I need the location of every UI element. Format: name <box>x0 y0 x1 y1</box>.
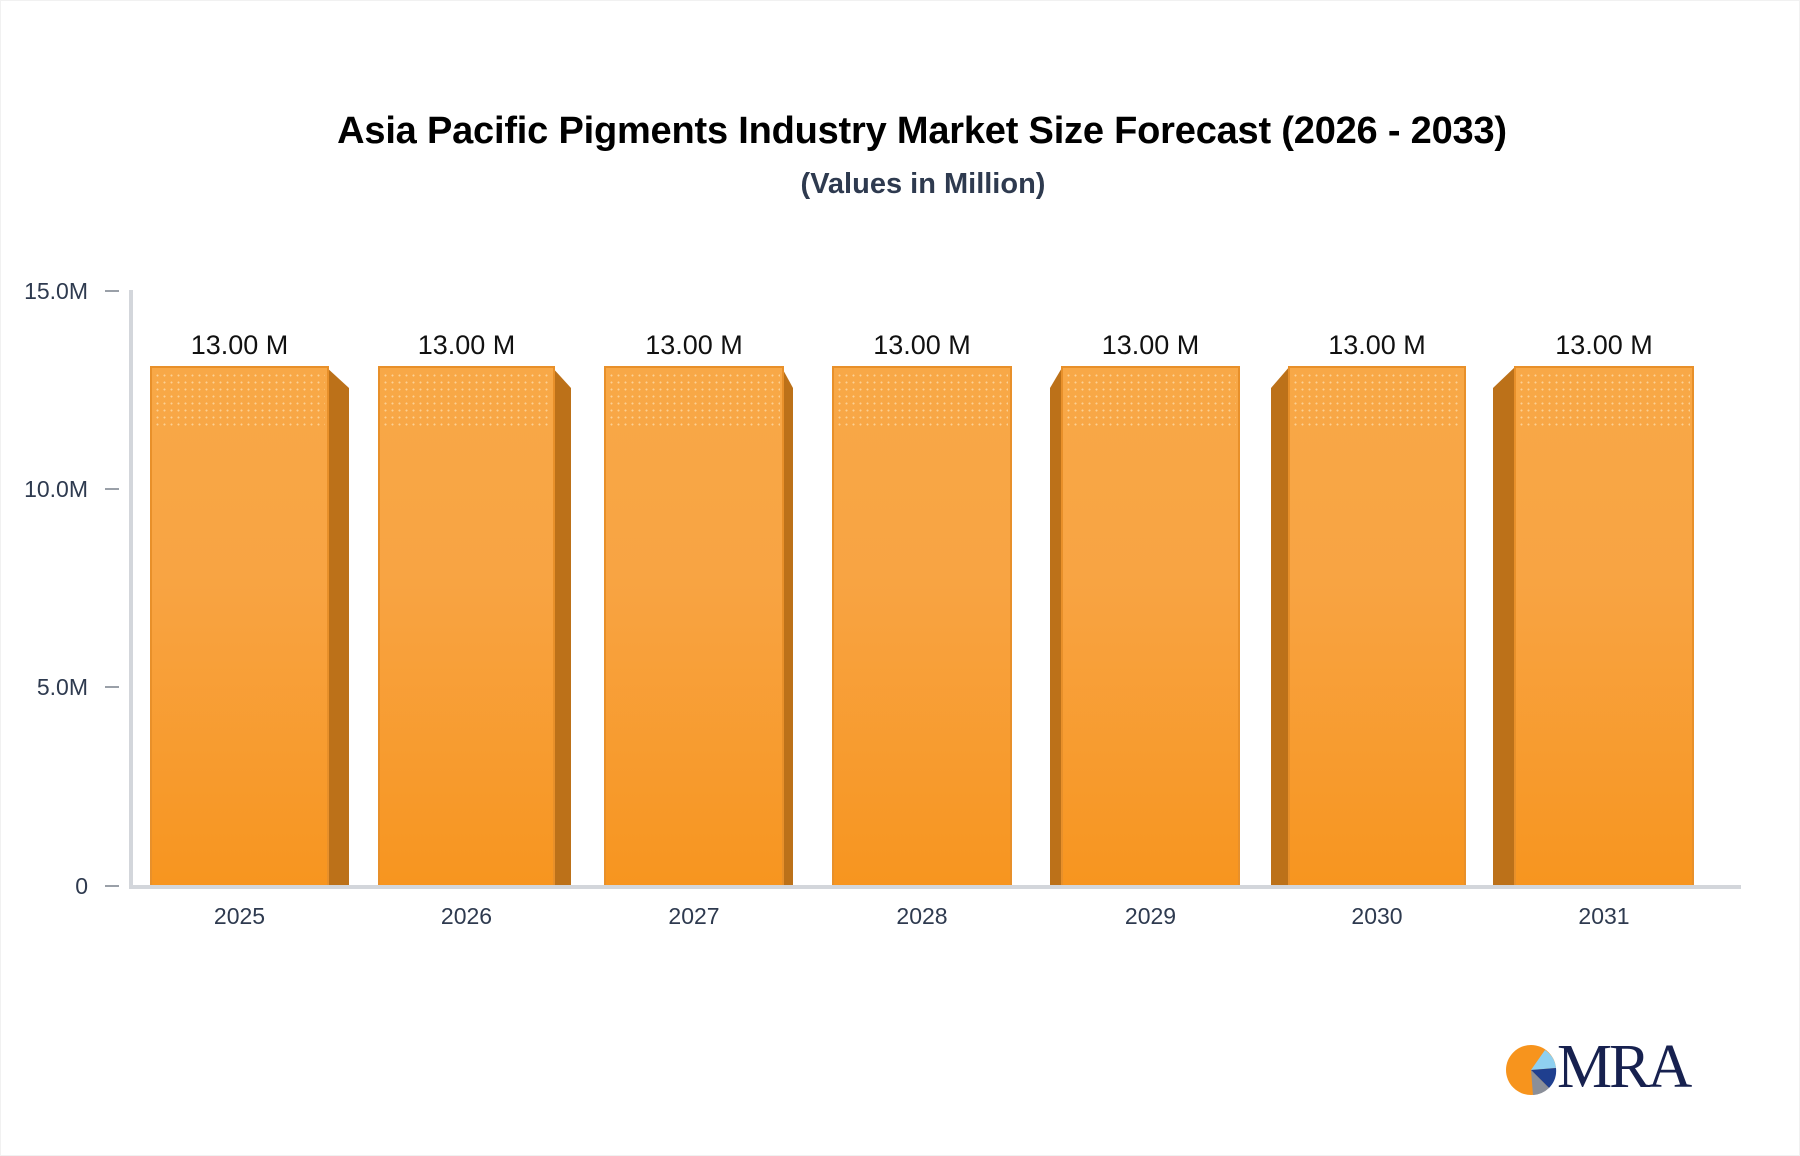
bar-value-label: 13.00 M <box>190 330 289 360</box>
bar-2025[interactable] <box>150 366 349 886</box>
y-tick-0: 0 <box>0 873 120 899</box>
x-tick-label: 2030 <box>1351 903 1403 929</box>
x-tick-label: 2027 <box>668 903 720 929</box>
bar-2029[interactable] <box>1050 366 1240 886</box>
y-tick-5: 5.0M <box>0 674 120 700</box>
y-tick-mark <box>105 488 119 490</box>
pie-chart-icon <box>1506 1045 1557 1095</box>
bar-front-face <box>604 366 784 886</box>
logo-text: MRA <box>1557 1033 1692 1101</box>
x-tick-label: 2025 <box>213 903 266 929</box>
y-tick-mark <box>105 686 119 688</box>
y-tick-label: 5.0M <box>36 674 88 700</box>
x-tick-label: 2031 <box>1578 903 1630 929</box>
bar-value-label: 13.00 M <box>873 330 971 360</box>
bar-value-label: 13.00 M <box>1101 330 1200 360</box>
bar-2031[interactable] <box>1493 366 1694 886</box>
y-tick-mark <box>105 290 119 292</box>
x-tick-label: 2028 <box>896 903 948 929</box>
x-axis-line <box>129 885 1741 889</box>
bar-value-label: 13.00 M <box>417 330 516 360</box>
bar-front-face <box>1514 366 1694 886</box>
bar-front-face <box>150 366 329 886</box>
bar-2026[interactable] <box>378 366 571 886</box>
y-tick-label: 15.0M <box>24 278 88 304</box>
y-axis-line <box>129 290 133 889</box>
bar-2028[interactable] <box>832 366 1012 886</box>
bar-side-face <box>1493 366 1516 886</box>
bar-front-face <box>378 366 555 886</box>
x-tick-label: 2026 <box>440 903 493 929</box>
chart-title: Asia Pacific Pigments Industry Market Si… <box>337 110 1507 152</box>
bar-side-face <box>1271 366 1290 886</box>
bar-side-face <box>781 366 793 886</box>
x-tick-label: 2029 <box>1124 903 1177 929</box>
mra-logo: MRA <box>1505 1036 1705 1100</box>
y-tick-mark <box>105 885 119 887</box>
bar-front-face <box>1061 366 1240 886</box>
bar-value-label: 13.00 M <box>645 330 743 360</box>
y-tick-15: 15.0M <box>0 278 120 304</box>
y-tick-10: 10.0M <box>0 476 120 502</box>
bar-side-face <box>325 366 349 886</box>
y-tick-label: 10.0M <box>24 476 88 502</box>
bar-value-label: 13.00 M <box>1555 330 1653 360</box>
bar-2027[interactable] <box>604 366 793 886</box>
bar-side-face <box>551 366 571 886</box>
chart-subtitle: (Values in Million) <box>800 168 1046 200</box>
y-tick-label: 0 <box>75 873 88 899</box>
bar-front-face <box>1288 366 1466 886</box>
bar-value-label: 13.00 M <box>1328 330 1426 360</box>
bar-front-face <box>832 366 1012 886</box>
bar-2030[interactable] <box>1271 366 1466 886</box>
bar-side-face <box>1050 366 1063 886</box>
